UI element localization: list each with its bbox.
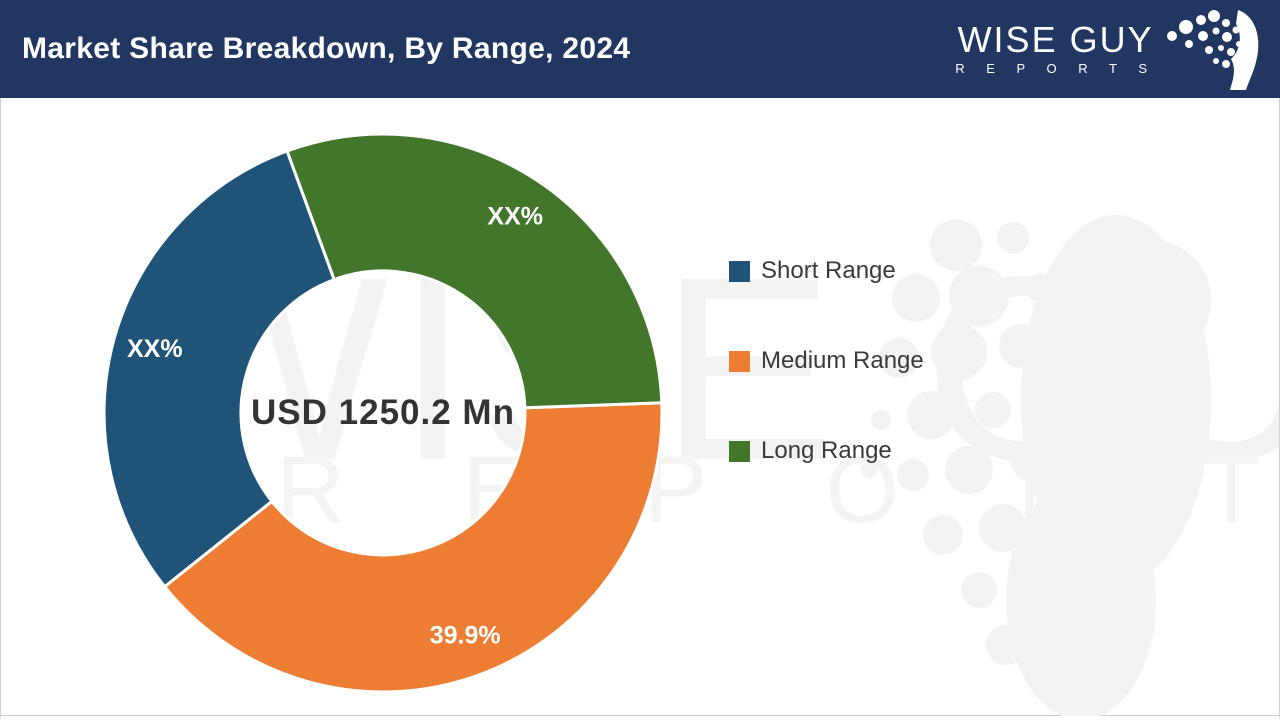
header: Market Share Breakdown, By Range, 2024 W… <box>0 0 1280 98</box>
chart-segment-medium-range <box>162 401 664 694</box>
legend: Short Range Medium Range Long Range <box>729 258 924 528</box>
chart-segment-long-range <box>285 132 664 410</box>
segment-label-long-range: XX% <box>487 202 543 230</box>
legend-label: Long Range <box>761 437 892 464</box>
logo-text: WISE GUY R E P O R T S <box>955 19 1156 77</box>
legend-item-long-range: Long Range <box>729 438 924 464</box>
legend-label: Short Range <box>761 257 896 284</box>
logo-name: WISE GUY <box>957 19 1154 60</box>
legend-swatch <box>729 440 750 462</box>
legend-swatch <box>729 260 750 282</box>
segment-label-short-range: XX% <box>127 335 183 363</box>
legend-item-medium-range: Medium Range <box>729 348 924 374</box>
page-title: Market Share Breakdown, By Range, 2024 <box>22 32 631 65</box>
logo: WISE GUY R E P O R T S <box>955 6 1262 92</box>
legend-item-short-range: Short Range <box>729 258 924 284</box>
legend-label: Medium Range <box>761 347 924 374</box>
logo-subtitle: R E P O R T S <box>955 61 1156 76</box>
donut-chart: XX% 39.9% XX% <box>102 132 664 694</box>
logo-face-icon <box>1167 10 1259 90</box>
chart-segment-short-range <box>102 149 337 589</box>
legend-swatch <box>729 350 750 372</box>
segment-label-medium-range: 39.9% <box>430 621 501 649</box>
center-value: USD 1250.2 Mn <box>251 393 515 432</box>
watermark-face-icon <box>861 215 1211 716</box>
